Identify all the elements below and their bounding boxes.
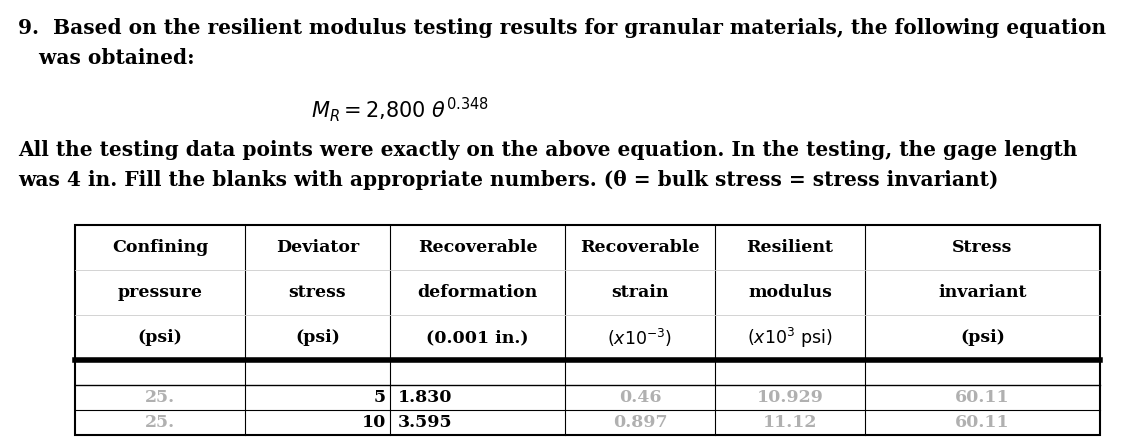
Text: 1.830: 1.830 xyxy=(398,389,452,406)
Text: Recoverable: Recoverable xyxy=(580,239,700,256)
Text: invariant: invariant xyxy=(938,284,1026,301)
Text: deformation: deformation xyxy=(417,284,538,301)
Text: 11.12: 11.12 xyxy=(763,414,817,431)
Text: 60.11: 60.11 xyxy=(955,414,1010,431)
Text: Recoverable: Recoverable xyxy=(418,239,537,256)
Text: (psi): (psi) xyxy=(295,329,340,346)
Text: All the testing data points were exactly on the above equation. In the testing, : All the testing data points were exactly… xyxy=(18,140,1077,160)
Text: 0.46: 0.46 xyxy=(619,389,662,406)
Text: 10.929: 10.929 xyxy=(757,389,824,406)
Text: 5: 5 xyxy=(374,389,386,406)
Text: 3.595: 3.595 xyxy=(398,414,452,431)
Text: 60.11: 60.11 xyxy=(955,389,1010,406)
Text: strain: strain xyxy=(611,284,668,301)
Text: 25.: 25. xyxy=(145,389,176,406)
Text: stress: stress xyxy=(289,284,347,301)
Text: pressure: pressure xyxy=(118,284,203,301)
Text: Stress: Stress xyxy=(953,239,1013,256)
Text: Resilient: Resilient xyxy=(747,239,834,256)
Text: Deviator: Deviator xyxy=(275,239,359,256)
Text: modulus: modulus xyxy=(748,284,832,301)
Text: was obtained:: was obtained: xyxy=(18,48,195,68)
Text: (psi): (psi) xyxy=(960,329,1005,346)
Bar xyxy=(75,225,1100,435)
Text: (psi): (psi) xyxy=(137,329,182,346)
Text: Confining: Confining xyxy=(112,239,208,256)
Text: $M_R = 2{,}800\ \theta^{0.348}$: $M_R = 2{,}800\ \theta^{0.348}$ xyxy=(310,95,489,124)
Text: 0.897: 0.897 xyxy=(613,414,667,431)
Text: $(x10^{3}\ \mathrm{psi})$: $(x10^{3}\ \mathrm{psi})$ xyxy=(748,325,833,350)
Text: 10: 10 xyxy=(361,414,386,431)
Text: (0.001 in.): (0.001 in.) xyxy=(426,329,529,346)
Text: 9.  Based on the resilient modulus testing results for granular materials, the f: 9. Based on the resilient modulus testin… xyxy=(18,18,1106,38)
Text: $(x10^{-3})$: $(x10^{-3})$ xyxy=(607,327,673,348)
Text: 25.: 25. xyxy=(145,414,176,431)
Text: was 4 in. Fill the blanks with appropriate numbers. (θ = bulk stress = stress in: was 4 in. Fill the blanks with appropria… xyxy=(18,170,998,190)
